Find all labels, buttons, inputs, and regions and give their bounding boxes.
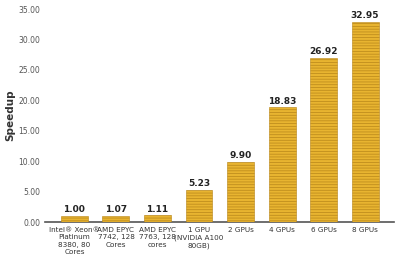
Text: 26.92: 26.92 (309, 48, 338, 56)
Bar (352, 22, 378, 222)
Bar (144, 215, 171, 222)
Text: 18.83: 18.83 (268, 97, 296, 106)
Text: 9.90: 9.90 (229, 151, 252, 160)
Bar (61, 216, 88, 222)
Bar (102, 216, 130, 222)
Bar (186, 190, 212, 222)
Y-axis label: Speedup: Speedup (6, 90, 16, 141)
Text: 1.00: 1.00 (64, 205, 85, 214)
Text: 32.95: 32.95 (351, 11, 379, 20)
Text: 1.11: 1.11 (146, 205, 168, 213)
Bar (268, 108, 296, 222)
Bar (227, 162, 254, 222)
Bar (310, 58, 337, 222)
Text: 5.23: 5.23 (188, 179, 210, 188)
Text: 1.07: 1.07 (105, 205, 127, 214)
